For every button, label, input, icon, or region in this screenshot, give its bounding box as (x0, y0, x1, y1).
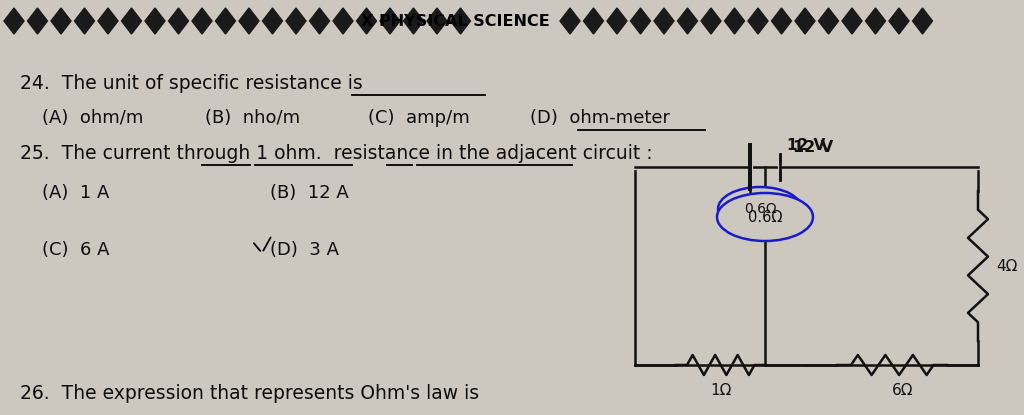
Polygon shape (889, 8, 909, 34)
Text: (B)  nho/m: (B) nho/m (205, 109, 300, 127)
Polygon shape (795, 8, 815, 34)
Text: 25.  The current through 1 ohm.  resistance in the adjacent circuit :: 25. The current through 1 ohm. resistanc… (20, 144, 652, 163)
Polygon shape (122, 8, 141, 34)
Polygon shape (262, 8, 283, 34)
Polygon shape (842, 8, 862, 34)
Polygon shape (865, 8, 886, 34)
Polygon shape (309, 8, 330, 34)
Polygon shape (75, 8, 94, 34)
Text: X PHYSICAL SCIENCE: X PHYSICAL SCIENCE (360, 14, 549, 29)
Text: 0.6Ω: 0.6Ω (743, 202, 776, 216)
Polygon shape (51, 8, 71, 34)
Polygon shape (678, 8, 697, 34)
Polygon shape (701, 8, 721, 34)
Polygon shape (4, 8, 24, 34)
Text: 4Ω: 4Ω (996, 259, 1018, 273)
Polygon shape (98, 8, 118, 34)
Polygon shape (818, 8, 839, 34)
Polygon shape (356, 8, 377, 34)
Polygon shape (654, 8, 674, 34)
Polygon shape (451, 8, 470, 34)
Text: 12 V: 12 V (787, 137, 825, 152)
Ellipse shape (717, 193, 813, 241)
Text: (A)  1 A: (A) 1 A (42, 184, 110, 202)
Text: (A)  ohm/m: (A) ohm/m (42, 109, 143, 127)
Polygon shape (584, 8, 603, 34)
Polygon shape (631, 8, 650, 34)
Text: (B)  12 A: (B) 12 A (270, 184, 349, 202)
Text: 12 V: 12 V (793, 139, 834, 154)
Polygon shape (560, 8, 580, 34)
Text: 1Ω: 1Ω (710, 383, 731, 398)
Polygon shape (333, 8, 353, 34)
Polygon shape (239, 8, 259, 34)
Polygon shape (403, 8, 424, 34)
Text: 0.6Ω: 0.6Ω (748, 210, 782, 225)
Text: (D)  ohm-meter: (D) ohm-meter (530, 109, 670, 127)
Polygon shape (380, 8, 400, 34)
Polygon shape (912, 8, 933, 34)
Polygon shape (193, 8, 212, 34)
Text: (C)  amp/m: (C) amp/m (368, 109, 470, 127)
Polygon shape (28, 8, 47, 34)
Polygon shape (607, 8, 627, 34)
Polygon shape (748, 8, 768, 34)
Polygon shape (771, 8, 792, 34)
Text: 24.  The unit of specific resistance is: 24. The unit of specific resistance is (20, 73, 362, 93)
Text: (D)  3 A: (D) 3 A (270, 241, 339, 259)
Polygon shape (286, 8, 306, 34)
Text: 6Ω: 6Ω (892, 383, 913, 398)
Polygon shape (169, 8, 188, 34)
Polygon shape (725, 8, 744, 34)
Polygon shape (215, 8, 236, 34)
Polygon shape (145, 8, 165, 34)
Text: (C)  6 A: (C) 6 A (42, 241, 110, 259)
Text: 26.  The expression that represents Ohm's law is: 26. The expression that represents Ohm's… (20, 383, 479, 403)
Polygon shape (427, 8, 447, 34)
